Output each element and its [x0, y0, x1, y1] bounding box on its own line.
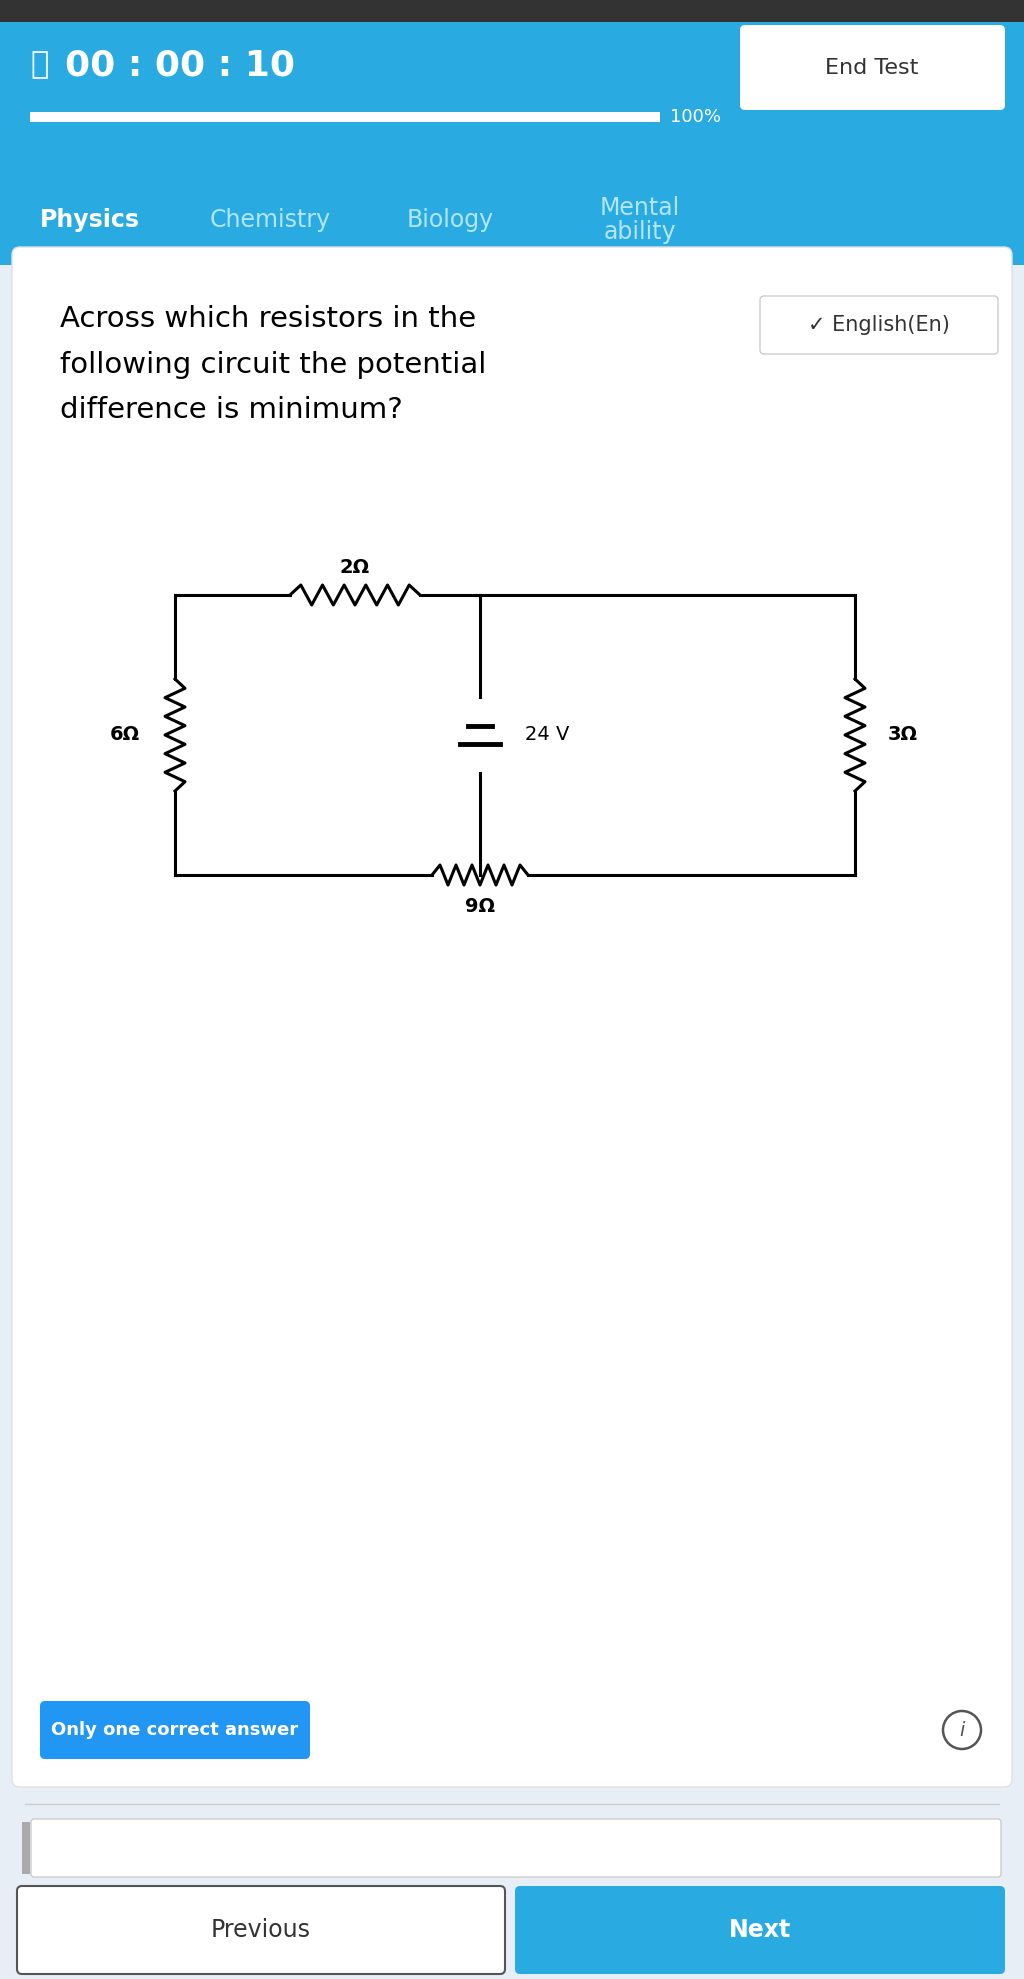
Text: Biology: Biology	[407, 208, 494, 232]
FancyBboxPatch shape	[0, 174, 1024, 265]
Text: End Test: End Test	[825, 57, 919, 77]
Text: Chemistry: Chemistry	[210, 208, 331, 232]
Text: 100%: 100%	[670, 109, 721, 127]
FancyBboxPatch shape	[740, 26, 1005, 111]
Text: 9Ω: 9Ω	[465, 896, 495, 916]
Text: 6Ω: 6Ω	[110, 726, 140, 744]
Text: 00 : 00 : 10: 00 : 00 : 10	[65, 47, 295, 81]
FancyBboxPatch shape	[17, 1886, 505, 1973]
Text: 24 V: 24 V	[525, 726, 569, 744]
Text: 2Ω: 2Ω	[340, 558, 370, 578]
Text: ability: ability	[604, 220, 676, 243]
FancyBboxPatch shape	[760, 297, 998, 354]
FancyBboxPatch shape	[0, 0, 1024, 174]
Text: Mental: Mental	[600, 196, 680, 220]
FancyBboxPatch shape	[31, 1819, 1001, 1876]
Text: Physics: Physics	[40, 208, 140, 232]
Bar	[0, 265, 1024, 1979]
Bar	[35, 257, 155, 263]
Bar	[22, 1823, 30, 1874]
Text: ✓ English(En): ✓ English(En)	[808, 315, 950, 334]
Text: Only one correct answer: Only one correct answer	[51, 1722, 299, 1740]
FancyBboxPatch shape	[12, 247, 1012, 1787]
Text: Previous: Previous	[211, 1918, 311, 1941]
Text: ⏱: ⏱	[30, 51, 48, 79]
Text: Across which resistors in the
following circuit the potential
difference is mini: Across which resistors in the following …	[60, 305, 486, 424]
FancyBboxPatch shape	[0, 0, 1024, 22]
Text: i: i	[959, 1720, 965, 1740]
Bar	[30, 113, 660, 123]
FancyBboxPatch shape	[515, 1886, 1005, 1973]
Text: 3Ω: 3Ω	[888, 726, 918, 744]
FancyBboxPatch shape	[40, 1702, 310, 1759]
Text: Next: Next	[729, 1918, 792, 1941]
